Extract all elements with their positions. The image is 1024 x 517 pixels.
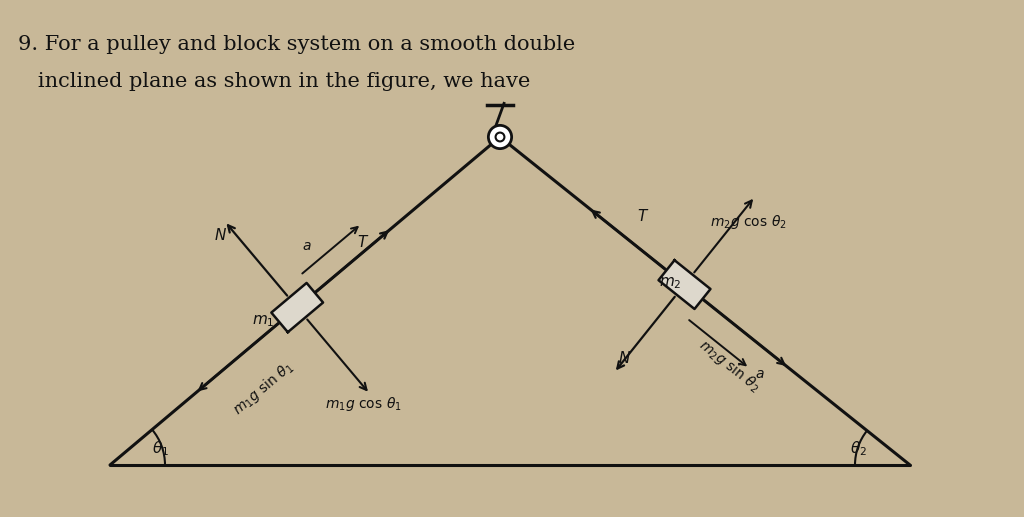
- Text: N: N: [215, 228, 226, 243]
- Text: $m_2g$ cos $\theta_2$: $m_2g$ cos $\theta_2$: [711, 214, 787, 231]
- Text: $m_1$: $m_1$: [252, 314, 274, 329]
- Text: $m_2$: $m_2$: [659, 275, 682, 291]
- Text: T: T: [357, 235, 367, 250]
- Text: $m_1g$ sin $\theta_1$: $m_1g$ sin $\theta_1$: [229, 358, 297, 419]
- Text: inclined plane as shown in the figure, we have: inclined plane as shown in the figure, w…: [18, 72, 530, 91]
- Text: $\theta_1$: $\theta_1$: [152, 439, 169, 458]
- Text: a: a: [302, 239, 310, 253]
- Text: $\theta_2$: $\theta_2$: [850, 439, 867, 458]
- Text: N: N: [618, 351, 630, 366]
- Text: T: T: [637, 209, 646, 224]
- Text: $m_1g$ cos $\theta_1$: $m_1g$ cos $\theta_1$: [325, 395, 401, 413]
- Circle shape: [488, 125, 512, 148]
- Text: $m_2g$ sin $\theta_2$: $m_2g$ sin $\theta_2$: [695, 336, 764, 396]
- Text: a: a: [756, 368, 764, 382]
- Text: 9. For a pulley and block system on a smooth double: 9. For a pulley and block system on a sm…: [18, 35, 575, 54]
- Polygon shape: [271, 283, 323, 332]
- Polygon shape: [658, 260, 711, 309]
